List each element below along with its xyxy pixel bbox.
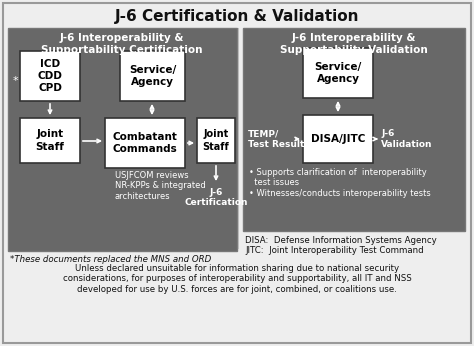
Text: *These documents replaced the MNS and ORD: *These documents replaced the MNS and OR…	[10, 255, 211, 264]
Text: Service/
Agency: Service/ Agency	[314, 62, 362, 84]
Text: USJFCOM reviews
NR-KPPs & integrated
architectures: USJFCOM reviews NR-KPPs & integrated arc…	[115, 171, 206, 201]
Text: Unless declared unsuitable for information sharing due to national security
cons: Unless declared unsuitable for informati…	[63, 264, 411, 294]
Text: • Supports clarification of  interoperability
  test issues
• Witnesses/conducts: • Supports clarification of interoperabi…	[249, 168, 431, 198]
FancyBboxPatch shape	[303, 115, 373, 163]
FancyBboxPatch shape	[303, 48, 373, 98]
Text: Combatant
Commands: Combatant Commands	[112, 132, 177, 154]
Text: DISA/JITC: DISA/JITC	[311, 134, 365, 144]
Text: J-6 Certification & Validation: J-6 Certification & Validation	[115, 9, 359, 24]
Text: *: *	[13, 76, 18, 86]
FancyBboxPatch shape	[8, 28, 237, 251]
Text: J-6 Interoperability &
Supportability Certification: J-6 Interoperability & Supportability Ce…	[41, 33, 203, 55]
FancyBboxPatch shape	[243, 28, 465, 231]
FancyBboxPatch shape	[20, 118, 80, 163]
Text: Joint
Staff: Joint Staff	[202, 129, 229, 152]
Text: Service/
Agency: Service/ Agency	[129, 65, 176, 87]
Text: J-6
Certification: J-6 Certification	[184, 188, 248, 207]
Text: J-6
Validation: J-6 Validation	[381, 129, 432, 149]
Text: J-6 Interoperability &
Supportability Validation: J-6 Interoperability & Supportability Va…	[280, 33, 428, 55]
Text: ICD
CDD
CPD: ICD CDD CPD	[37, 58, 63, 93]
FancyBboxPatch shape	[105, 118, 185, 168]
Text: Joint
Staff: Joint Staff	[36, 129, 64, 152]
FancyBboxPatch shape	[3, 3, 471, 343]
FancyBboxPatch shape	[120, 51, 185, 101]
Text: TEMP/
Test Results: TEMP/ Test Results	[248, 129, 310, 149]
FancyBboxPatch shape	[20, 51, 80, 101]
FancyBboxPatch shape	[197, 118, 235, 163]
Text: DISA:  Defense Information Systems Agency
JITC:  Joint Interoperability Test Com: DISA: Defense Information Systems Agency…	[245, 236, 437, 255]
